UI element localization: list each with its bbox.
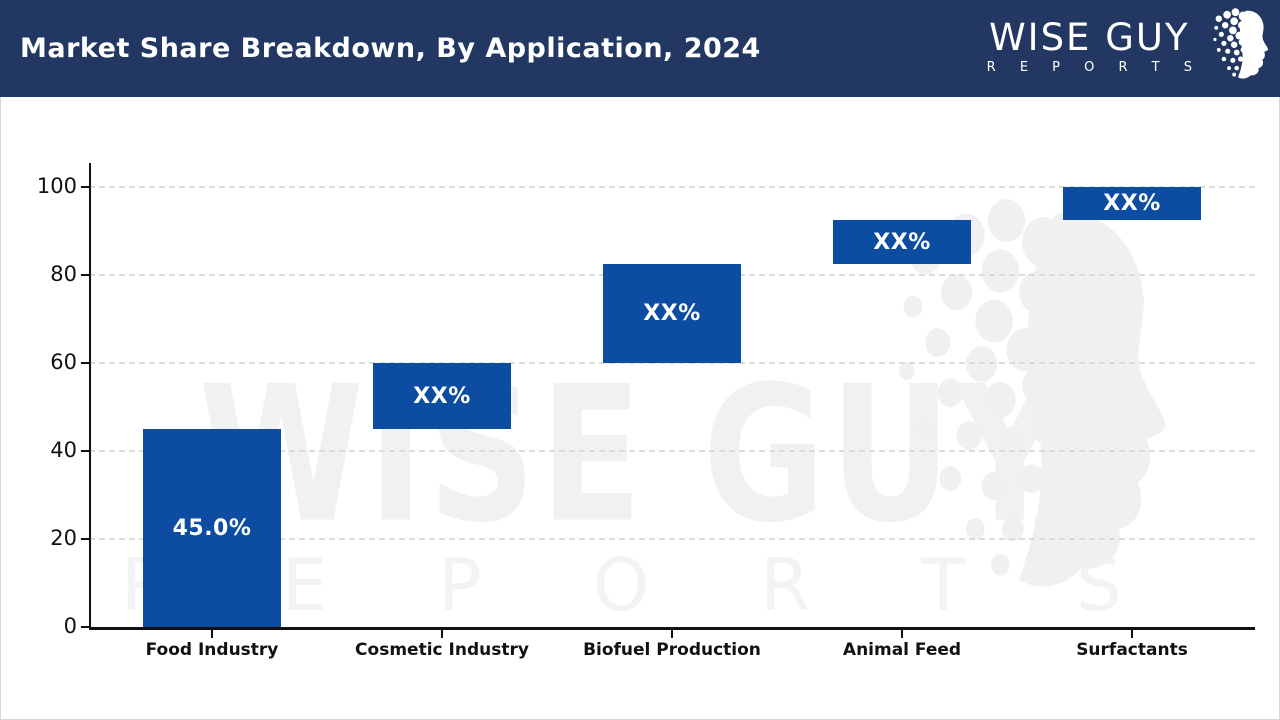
y-tick-label: 80 [50, 262, 77, 286]
x-axis-line [89, 627, 1255, 630]
bar-segment: 45.0% [143, 429, 281, 627]
wiseguy-logo: WISE GUY R E P O R T S [977, 7, 1270, 85]
bar-value-label: XX% [643, 301, 701, 326]
bar-value-label: 45.0% [172, 515, 252, 541]
y-tick-label: 0 [63, 614, 77, 638]
y-tick-mark [81, 538, 89, 540]
chart-title: Market Share Breakdown, By Application, … [20, 33, 761, 64]
x-tick-mark [211, 630, 213, 638]
y-tick-mark [81, 362, 89, 364]
bar-segment: XX% [373, 363, 511, 429]
logo-wordmark: WISE GUY R E P O R T S [977, 15, 1202, 75]
x-axis-label: Animal Feed [842, 640, 962, 660]
x-axis-label: Cosmetic Industry [355, 640, 529, 660]
gridline [89, 186, 1255, 188]
x-tick-mark [441, 630, 443, 638]
gridline [89, 538, 1255, 540]
y-tick-label: 40 [50, 438, 77, 462]
bar-segment: XX% [833, 220, 971, 264]
y-tick-mark [81, 274, 89, 276]
x-tick-mark [1131, 630, 1133, 638]
logo-text-wiseguy: WISE GUY [989, 15, 1190, 59]
bar-segment: XX% [1063, 187, 1201, 220]
gridline [89, 450, 1255, 452]
y-tick-mark [81, 450, 89, 452]
header-bar: Market Share Breakdown, By Application, … [0, 0, 1280, 97]
x-tick-mark [671, 630, 673, 638]
y-tick-mark [81, 186, 89, 188]
bar-segment: XX% [603, 264, 741, 363]
y-tick-label: 60 [50, 350, 77, 374]
x-tick-mark [901, 630, 903, 638]
y-tick-label: 100 [36, 174, 77, 198]
y-tick-mark [81, 626, 89, 628]
bar-value-label: XX% [413, 383, 471, 409]
chart-area: WISE GUY R E P O R T S 0 20 40 60 80 100 45.0%… [0, 97, 1280, 720]
x-axis-label: Food Industry [145, 640, 279, 660]
gridline [89, 362, 1255, 364]
x-axis-label: Biofuel Production [583, 640, 761, 660]
bar-value-label: XX% [1103, 191, 1161, 216]
y-tick-label: 20 [50, 526, 77, 550]
bar-value-label: XX% [873, 229, 931, 255]
logo-text-reports: R E P O R T S [986, 59, 1202, 75]
y-axis-line [89, 163, 91, 629]
x-axis-label: Surfactants [1076, 640, 1188, 660]
